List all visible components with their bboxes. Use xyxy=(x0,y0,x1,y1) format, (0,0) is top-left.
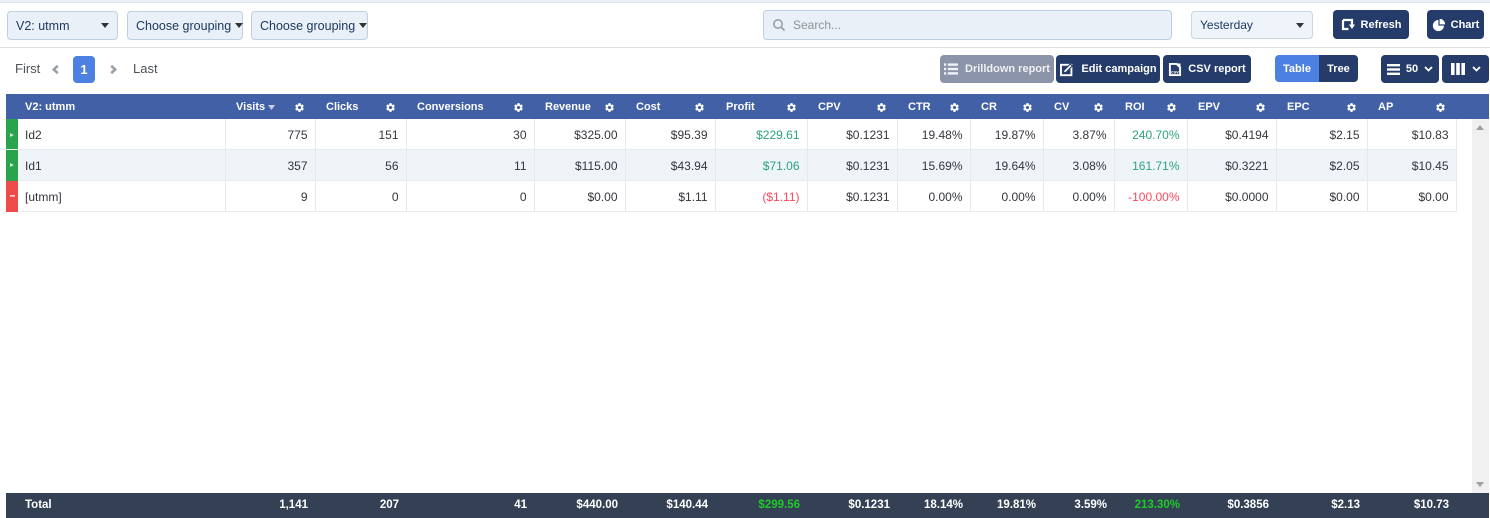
svg-text:csv: csv xyxy=(1171,69,1179,74)
